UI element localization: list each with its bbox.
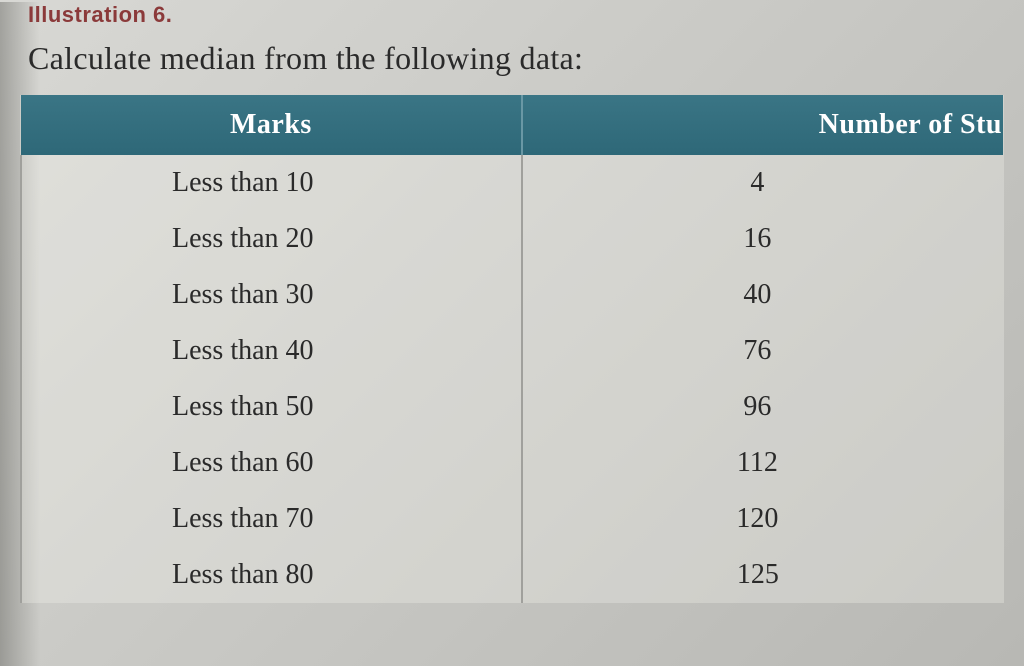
page-container: Illustration 6. Calculate median from th… <box>0 2 1024 603</box>
count-cell: 120 <box>522 491 1003 547</box>
table-header-row: Marks Number of Stu <box>21 95 1003 155</box>
count-cell: 40 <box>522 267 1003 323</box>
table-row: Less than 80 125 <box>21 547 1003 603</box>
count-cell: 125 <box>522 547 1003 603</box>
count-cell: 112 <box>522 435 1003 491</box>
marks-cell: Less than 70 <box>21 491 522 547</box>
marks-cell: Less than 50 <box>21 379 522 435</box>
table-row: Less than 10 4 <box>21 155 1003 211</box>
count-cell: 96 <box>522 379 1003 435</box>
table-row: Less than 60 112 <box>21 435 1003 491</box>
table-row: Less than 30 40 <box>21 267 1003 323</box>
column-header-count: Number of Stu <box>522 95 1003 155</box>
data-table: Marks Number of Stu Less than 10 4 Less … <box>20 95 1004 603</box>
column-header-marks: Marks <box>21 95 522 155</box>
table-row: Less than 70 120 <box>21 491 1003 547</box>
marks-cell: Less than 80 <box>21 547 522 603</box>
marks-cell: Less than 30 <box>21 267 522 323</box>
marks-cell: Less than 10 <box>21 155 522 211</box>
table-row: Less than 20 16 <box>21 211 1003 267</box>
count-cell: 16 <box>522 211 1003 267</box>
table-row: Less than 40 76 <box>21 323 1003 379</box>
count-cell: 76 <box>522 323 1003 379</box>
table-row: Less than 50 96 <box>21 379 1003 435</box>
marks-cell: Less than 40 <box>21 323 522 379</box>
marks-cell: Less than 20 <box>21 211 522 267</box>
illustration-label: Illustration 6. <box>28 2 1004 28</box>
marks-cell: Less than 60 <box>21 435 522 491</box>
question-text: Calculate median from the following data… <box>28 40 1004 77</box>
count-cell: 4 <box>522 155 1003 211</box>
